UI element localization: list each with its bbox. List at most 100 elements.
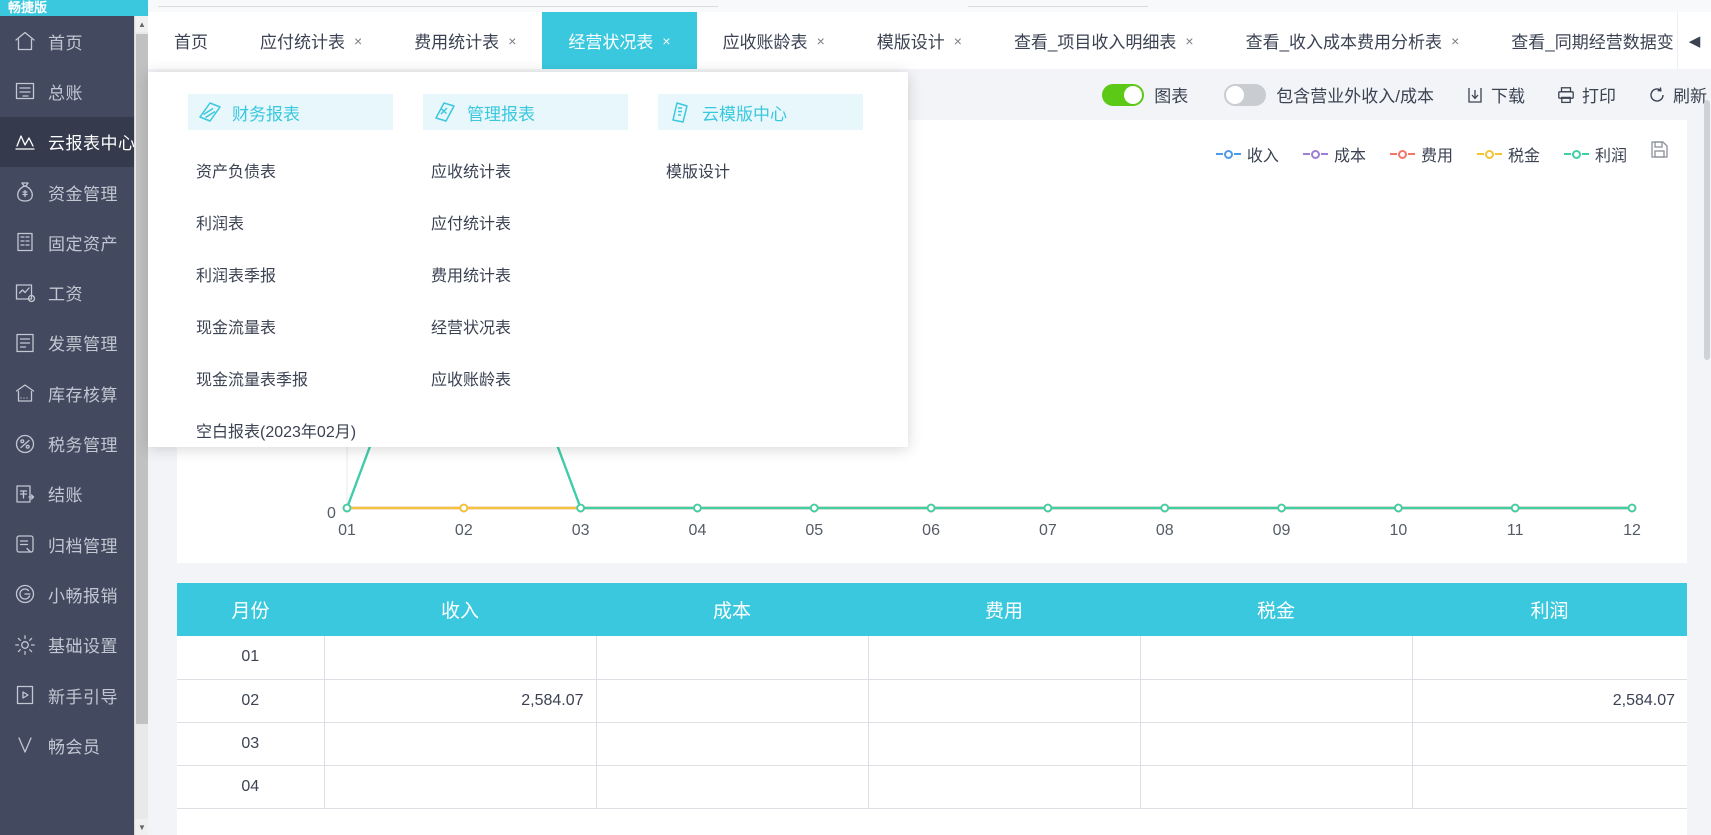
dropdown-link-2-0[interactable]: 模版设计	[666, 164, 731, 181]
tab-close-icon[interactable]: ×	[1185, 32, 1194, 49]
refresh-button[interactable]: 刷新	[1648, 82, 1707, 107]
legend-item-1[interactable]: 成本	[1302, 142, 1366, 166]
table-header-1[interactable]: 收入	[324, 583, 596, 636]
dropdown-link-1-2[interactable]: 费用统计表	[431, 268, 512, 285]
sidebar-scroll-thumb[interactable]	[136, 34, 148, 724]
tab-close-icon[interactable]: ×	[1451, 32, 1460, 49]
table-header-3[interactable]: 费用	[868, 583, 1140, 636]
x-tick-label-6: 07	[1039, 522, 1057, 539]
non-operating-toggle-switch[interactable]	[1224, 83, 1267, 106]
sidebar-item-5[interactable]: 工资	[0, 267, 148, 317]
report-table-container[interactable]: 月份 收入 成本 费用 税金 利润 01 02 2,584.07 2,584.07 03 04	[177, 583, 1687, 835]
dropdown-category-header-1[interactable]: 管理报表	[423, 94, 628, 130]
table-cell-2	[596, 722, 869, 766]
dropdown-link-0-5[interactable]: 空白报表(2023年02月)	[196, 424, 357, 441]
tab-2[interactable]: 费用统计表 ×	[388, 12, 542, 69]
sidebar-item-14[interactable]: 畅会员	[0, 720, 148, 770]
money-bag-icon	[12, 179, 38, 205]
sidebar-item-7[interactable]: 库存核算	[0, 368, 148, 418]
sidebar-item-label: 首页	[48, 33, 83, 53]
tab-list: 首页 应付统计表 × 费用统计表 × 经营状况表 × 应收账龄表 × 模版设计 × 查看_项目收入明细…	[148, 12, 1711, 69]
sidebar-item-label: 云报表中心	[48, 134, 136, 154]
legend-item-0[interactable]: 收入	[1215, 142, 1279, 166]
sidebar-item-8[interactable]: 税务管理	[0, 418, 148, 468]
tab-collapse-button[interactable]: ◀	[1677, 12, 1711, 69]
page-scrollbar[interactable]	[1703, 0, 1711, 835]
dropdown-link-0-3[interactable]: 现金流量表	[196, 320, 277, 337]
tab-close-icon[interactable]: ×	[508, 32, 517, 49]
dropdown-link-1-1[interactable]: 应付统计表	[431, 216, 512, 233]
print-button[interactable]: 打印	[1557, 82, 1616, 107]
tab-4[interactable]: 应收账龄表 ×	[697, 12, 851, 69]
sidebar-item-1[interactable]: 总账	[0, 66, 148, 116]
legend-item-2[interactable]: 费用	[1389, 142, 1453, 166]
sidebar-item-3[interactable]: 资金管理	[0, 167, 148, 217]
tab-close-icon[interactable]: ×	[953, 32, 962, 49]
legend-item-3[interactable]: 税金	[1476, 142, 1540, 166]
sidebar-scrollbar[interactable]: ▲ ▼	[134, 16, 148, 835]
legend-label: 税金	[1507, 148, 1540, 165]
table-row[interactable]: 02 2,584.07 2,584.07	[177, 679, 1687, 723]
sidebar-item-4[interactable]: 固定资产	[0, 217, 148, 267]
tab-6[interactable]: 查看_项目收入明细表 ×	[988, 12, 1220, 69]
sidebar-item-label: 畅会员	[48, 737, 101, 757]
tab-close-icon[interactable]: ×	[354, 32, 363, 49]
tab-0[interactable]: 首页	[148, 12, 234, 69]
non-operating-toggle-group[interactable]: 包含营业外收入/成本	[1224, 82, 1434, 107]
sidebar-item-10[interactable]: 归档管理	[0, 519, 148, 569]
dropdown-link-1-4[interactable]: 应收账龄表	[431, 372, 512, 389]
settle-icon	[12, 481, 38, 507]
sidebar-item-6[interactable]: 发票管理	[0, 318, 148, 368]
x-tick-label-3: 04	[688, 522, 707, 539]
download-icon	[1466, 86, 1491, 104]
table-row[interactable]: 04	[177, 765, 1687, 809]
table-header-5[interactable]: 利润	[1412, 583, 1687, 636]
sidebar-item-12[interactable]: 基础设置	[0, 620, 148, 670]
legend-item-4[interactable]: 利润	[1563, 142, 1627, 166]
sidebar-item-0[interactable]: 首页	[0, 16, 148, 66]
chart-toggle-group[interactable]: 图表	[1102, 82, 1188, 107]
sidebar-brand-strip: 畅捷版	[0, 0, 148, 16]
scroll-down-arrow-icon[interactable]: ▼	[135, 819, 148, 835]
tab-3[interactable]: 经营状况表 ×	[542, 12, 697, 69]
print-label: 打印	[1582, 87, 1616, 106]
chart-toggle-switch[interactable]	[1102, 83, 1145, 106]
download-button[interactable]: 下载	[1466, 82, 1525, 107]
sidebar-item-13[interactable]: 新手引导	[0, 670, 148, 720]
tab-5[interactable]: 模版设计 ×	[851, 12, 988, 69]
page-scroll-thumb[interactable]	[1704, 100, 1710, 360]
tab-label: 查看_同期经营数据变	[1511, 33, 1674, 52]
tab-close-icon[interactable]: ×	[816, 32, 825, 49]
chart-svg	[342, 185, 1637, 513]
sidebar-item-9[interactable]: 结账	[0, 469, 148, 519]
dropdown-link-0-2[interactable]: 利润表季报	[196, 268, 277, 285]
management-report-icon	[431, 98, 459, 126]
dropdown-column-0: 财务报表资产负债表利润表利润表季报现金流量表现金流量表季报空白报表(2023年0…	[188, 94, 423, 442]
tab-close-icon[interactable]: ×	[662, 32, 671, 49]
table-row[interactable]: 03	[177, 722, 1687, 766]
dropdown-link-0-1[interactable]: 利润表	[196, 216, 245, 233]
sidebar-item-2[interactable]: 云报表中心	[0, 116, 148, 167]
dropdown-column-1: 管理报表应收统计表应付统计表费用统计表经营状况表应收账龄表	[423, 94, 658, 442]
sidebar-item-label: 库存核算	[48, 385, 118, 405]
table-header-2[interactable]: 成本	[596, 583, 868, 636]
table-header-0[interactable]: 月份	[177, 583, 324, 636]
x-tick-label-7: 08	[1155, 522, 1174, 539]
dropdown-category-header-2[interactable]: 云模版中心	[658, 94, 863, 130]
dropdown-link-0-0[interactable]: 资产负债表	[196, 164, 277, 181]
save-chart-icon[interactable]	[1650, 140, 1669, 164]
legend-marker-icon	[1476, 149, 1502, 159]
table-header-4[interactable]: 税金	[1140, 583, 1412, 636]
sidebar-item-11[interactable]: 小畅报销	[0, 569, 148, 619]
tab-7[interactable]: 查看_收入成本费用分析表 ×	[1220, 12, 1486, 69]
table-cell-5	[1412, 765, 1687, 809]
dropdown-link-1-3[interactable]: 经营状况表	[431, 320, 512, 337]
dropdown-link-0-4[interactable]: 现金流量表季报	[196, 372, 309, 389]
dropdown-link-1-0[interactable]: 应收统计表	[431, 164, 512, 181]
cloud-template-icon	[666, 98, 694, 126]
tab-1[interactable]: 应付统计表 ×	[234, 12, 388, 69]
table-row[interactable]: 01	[177, 636, 1687, 680]
tabbar-divider	[158, 6, 718, 7]
scroll-up-arrow-icon[interactable]: ▲	[135, 16, 148, 32]
dropdown-category-header-0[interactable]: 财务报表	[188, 94, 393, 130]
